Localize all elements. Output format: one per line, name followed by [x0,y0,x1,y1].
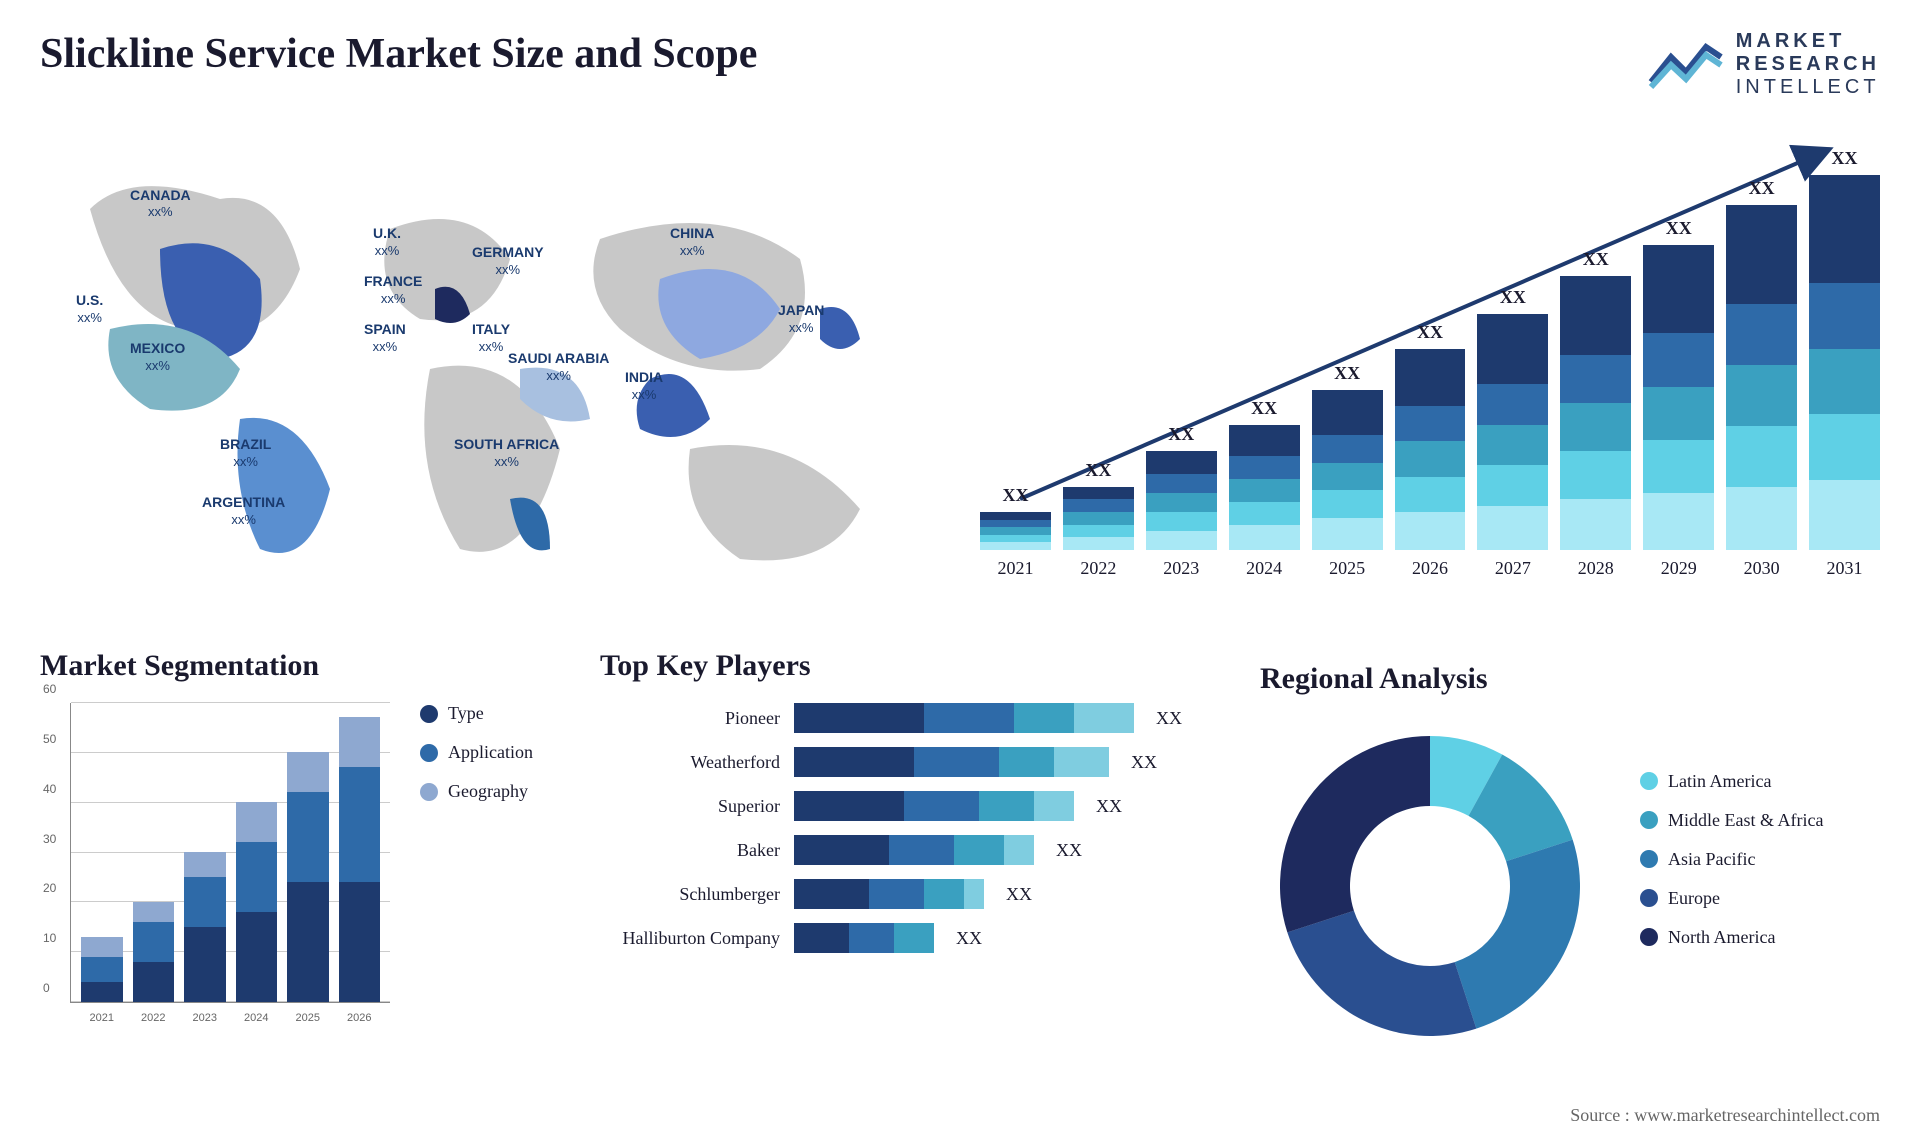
growth-bar: XX2023 [1146,424,1217,579]
growth-bar: XX2027 [1477,287,1548,579]
regional-donut [1260,716,1600,1056]
main-growth-chart: XX2021XX2022XX2023XX2024XX2025XX2026XX20… [980,129,1880,609]
growth-bar: XX2029 [1643,218,1714,579]
legend-item: Geography [420,781,533,802]
world-map-panel: CANADAxx% U.S.xx% MEXICOxx% BRAZILxx% ARGENT… [40,129,940,609]
donut-slice [1287,911,1476,1036]
players-panel: Top Key Players PioneerXX WeatherfordXX Su… [600,649,1220,1069]
map-label: JAPANxx% [778,302,824,336]
map-label: CANADAxx% [130,187,191,221]
map-label: SAUDI ARABIAxx% [508,350,609,384]
legend-item: Type [420,703,533,724]
seg-bar: 2022 [133,902,175,1002]
map-label: CHINAxx% [670,225,714,259]
legend-item: Application [420,742,533,763]
growth-bar: XX2022 [1063,460,1134,579]
legend-item: Asia Pacific [1640,849,1823,870]
source-text: Source : www.marketresearchintellect.com [1570,1105,1880,1126]
page-title: Slickline Service Market Size and Scope [40,30,757,78]
map-label: SPAINxx% [364,321,406,355]
growth-bar: XX2026 [1395,322,1466,579]
growth-bar: XX2021 [980,485,1051,579]
map-label: U.K.xx% [373,225,401,259]
seg-bar: 2026 [339,717,381,1002]
player-row: SchlumbergerXX [600,879,1220,909]
logo: MARKET RESEARCH INTELLECT [1646,30,1880,99]
players-title: Top Key Players [600,649,1220,683]
map-label: GERMANYxx% [472,244,544,278]
growth-bar: XX2024 [1229,398,1300,579]
segmentation-title: Market Segmentation [40,649,560,683]
donut-slice [1280,736,1430,932]
legend-item: Latin America [1640,771,1823,792]
logo-icon [1646,37,1726,93]
growth-bar: XX2025 [1312,363,1383,579]
regional-panel: Regional Analysis Latin America Middle Ea… [1260,649,1880,1069]
player-row: SuperiorXX [600,791,1220,821]
map-label: MEXICOxx% [130,340,185,374]
legend-item: North America [1640,927,1823,948]
regional-title: Regional Analysis [1260,662,1600,696]
map-label: ARGENTINAxx% [202,494,285,528]
map-label: SOUTH AFRICAxx% [454,436,559,470]
segmentation-legend: Type Application Geography [420,703,533,802]
player-row: BakerXX [600,835,1220,865]
segmentation-chart: 0102030405060202120222023202420252026 [70,703,390,1003]
player-row: WeatherfordXX [600,747,1220,777]
regional-legend: Latin America Middle East & Africa Asia Pa… [1640,771,1823,948]
growth-bar: XX2028 [1560,249,1631,579]
seg-bar: 2021 [81,937,123,1002]
player-row: PioneerXX [600,703,1220,733]
legend-item: Middle East & Africa [1640,810,1823,831]
segmentation-panel: Market Segmentation 01020304050602021202… [40,649,560,1069]
growth-bar: XX2031 [1809,148,1880,579]
seg-bar: 2025 [287,752,329,1002]
map-label: BRAZILxx% [220,436,271,470]
legend-item: Europe [1640,888,1823,909]
map-label: INDIAxx% [625,369,663,403]
seg-bar: 2023 [184,852,226,1002]
map-label: ITALYxx% [472,321,510,355]
seg-bar: 2024 [236,802,278,1002]
map-label: U.S.xx% [76,292,103,326]
player-row: Halliburton CompanyXX [600,923,1220,953]
growth-bar: XX2030 [1726,178,1797,579]
donut-slice [1455,840,1580,1029]
map-label: FRANCExx% [364,273,422,307]
